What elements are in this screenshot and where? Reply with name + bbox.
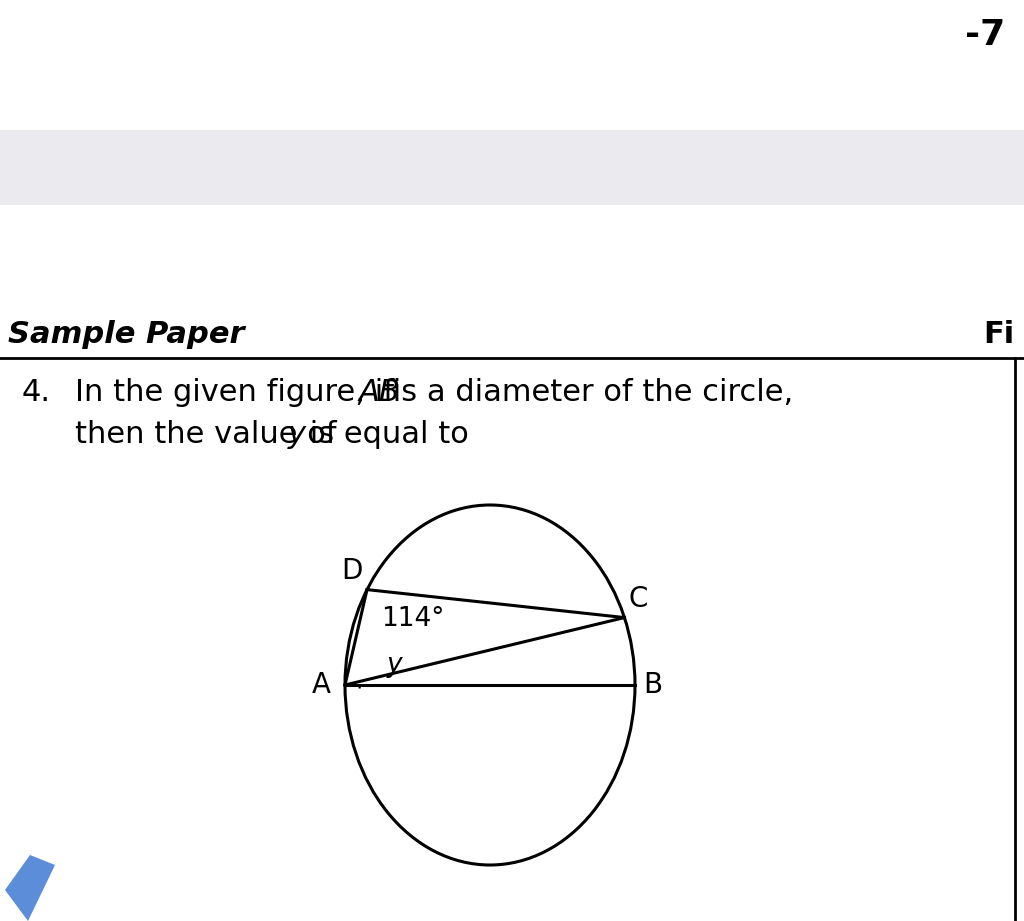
Text: 114°: 114° — [381, 606, 444, 633]
Bar — [0, 130, 1024, 205]
Text: 4.: 4. — [22, 378, 51, 407]
Text: In the given figure, if: In the given figure, if — [75, 378, 403, 407]
Text: y: y — [288, 420, 305, 449]
Text: y: y — [387, 652, 402, 678]
Text: is equal to: is equal to — [300, 420, 469, 449]
Text: D: D — [341, 557, 362, 586]
Text: is a diameter of the circle,: is a diameter of the circle, — [383, 378, 794, 407]
Text: then the value of: then the value of — [75, 420, 346, 449]
Text: Sample Paper: Sample Paper — [8, 320, 245, 349]
Text: AB: AB — [358, 378, 400, 407]
Text: B: B — [643, 671, 663, 699]
Text: C: C — [629, 586, 648, 613]
Text: -7: -7 — [965, 18, 1005, 52]
Text: A: A — [312, 671, 331, 699]
Text: Fi: Fi — [984, 320, 1015, 349]
Polygon shape — [5, 855, 55, 921]
